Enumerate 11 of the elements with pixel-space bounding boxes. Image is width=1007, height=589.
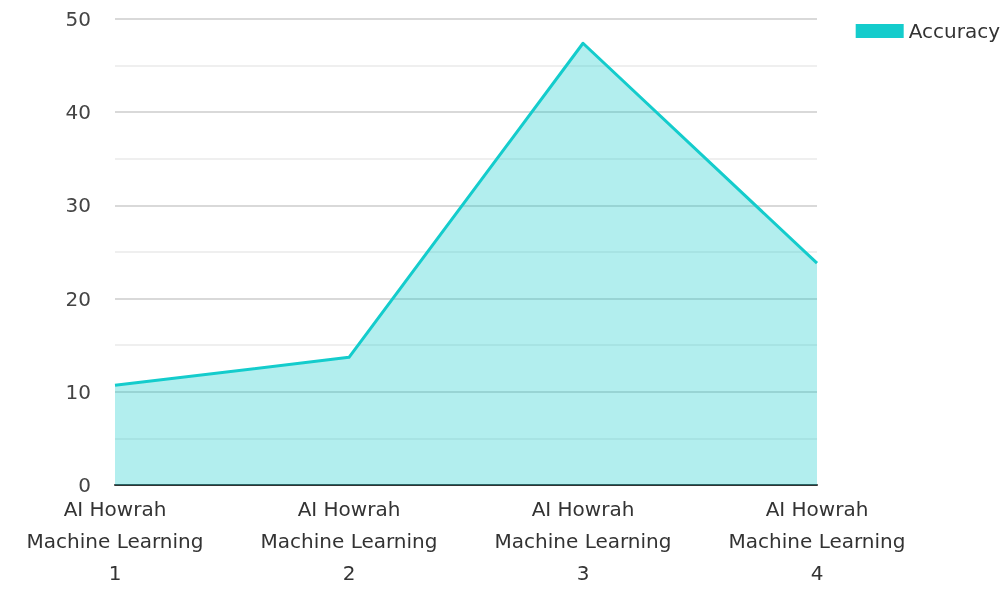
x-tick-label: AI Howrah Machine Learning 4 bbox=[728, 497, 906, 585]
y-tick-label: 50 bbox=[65, 7, 91, 31]
y-tick-label: 40 bbox=[65, 100, 91, 125]
legend-label: Accuracy bbox=[908, 19, 1001, 43]
y-tick-label: 0 bbox=[78, 473, 91, 497]
y-tick-label: 10 bbox=[65, 379, 91, 404]
x-tick-label: AI Howrah Machine Learning 2 bbox=[260, 497, 438, 585]
x-tick-label: AI Howrah Machine Learning 3 bbox=[494, 497, 672, 585]
y-tick-label: 20 bbox=[65, 286, 91, 311]
y-tick-label: 30 bbox=[65, 193, 91, 218]
x-tick-label: AI Howrah Machine Learning 1 bbox=[26, 497, 204, 585]
